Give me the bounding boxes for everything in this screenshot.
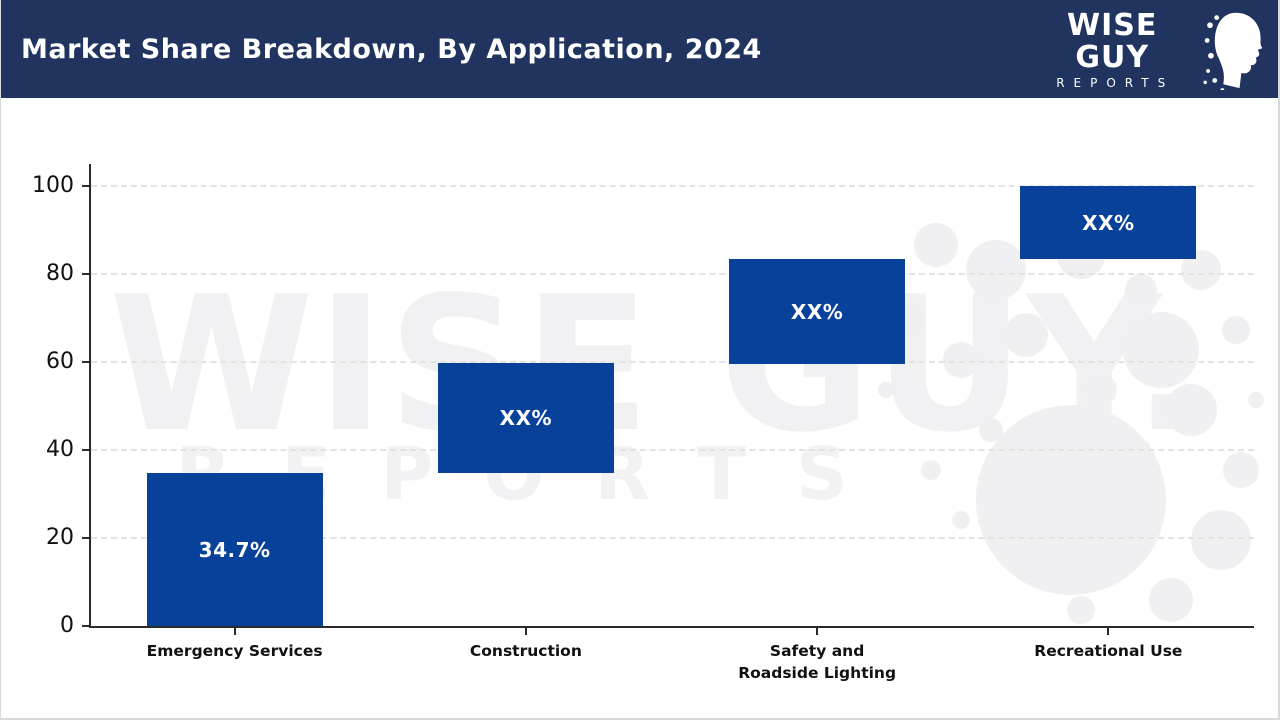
x-category-label: Recreational Use	[1034, 642, 1183, 660]
gridline-y80	[91, 273, 1254, 275]
wiseguy-logo: WISE GUY REPORTS	[1025, 6, 1265, 94]
bar-segment: XX%	[1020, 186, 1197, 260]
x-axis-line	[89, 626, 1254, 628]
y-tick-mark	[82, 361, 89, 363]
y-tick-label: 40	[46, 437, 74, 462]
gridline-y100	[91, 185, 1254, 187]
logo-wordmark: WISE GUY	[1067, 8, 1158, 75]
y-tick-mark	[82, 625, 89, 627]
x-category-label: Construction	[469, 642, 582, 660]
x-category-label: Safety and Roadside Lighting	[738, 642, 897, 683]
x-tick-mark	[233, 628, 236, 635]
y-tick-mark	[82, 537, 89, 539]
x-tick-mark	[1107, 628, 1110, 635]
x-tick-mark	[816, 628, 819, 635]
y-tick-mark	[82, 185, 89, 187]
chart-plot-area: 0 20 40 60 80 100 34.7% Emergency Services XX% Co…	[1, 98, 1278, 718]
gridline-y20	[91, 537, 1254, 539]
page-title: Market Share Breakdown, By Application, …	[21, 33, 762, 65]
y-tick-label: 20	[46, 525, 74, 550]
logo-subtitle: REPORTS	[1056, 76, 1175, 90]
y-axis-line	[89, 164, 91, 628]
logo-text: WISE GUY REPORTS	[1025, 8, 1199, 91]
y-tick-label: 80	[46, 261, 74, 286]
bar-segment: XX%	[729, 259, 906, 365]
y-tick-mark	[82, 449, 89, 451]
y-tick-mark	[82, 273, 89, 275]
y-tick-label: 100	[32, 173, 74, 198]
wiseguy-head-profile-dots-icon	[1203, 12, 1263, 90]
bar-value-label: XX%	[790, 299, 844, 324]
bar-segment: XX%	[437, 362, 614, 474]
gridline-y60	[91, 361, 1254, 363]
bar-value-label: XX%	[499, 406, 553, 431]
bar-segment: 34.7%	[146, 473, 323, 626]
gridline-y40	[91, 449, 1254, 451]
y-tick-label: 0	[60, 613, 74, 638]
header-bar: Market Share Breakdown, By Application, …	[1, 0, 1278, 98]
y-tick-label: 60	[46, 349, 74, 374]
x-category-label: Emergency Services	[146, 642, 323, 660]
x-tick-mark	[524, 628, 527, 635]
bar-value-label: XX%	[1082, 210, 1135, 235]
bar-value-label: 34.7%	[198, 537, 271, 562]
